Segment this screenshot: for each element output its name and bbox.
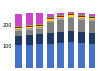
- Bar: [47, 44, 54, 68]
- Bar: [89, 21, 95, 33]
- Bar: [89, 17, 95, 18]
- Bar: [36, 25, 43, 26]
- Bar: [78, 17, 85, 18]
- Bar: [89, 18, 95, 19]
- Bar: [26, 45, 33, 68]
- Bar: [47, 33, 54, 44]
- Bar: [36, 27, 43, 29]
- Bar: [89, 19, 95, 21]
- Bar: [89, 14, 95, 16]
- Bar: [78, 13, 85, 15]
- Bar: [47, 18, 54, 19]
- Bar: [57, 16, 64, 17]
- Bar: [26, 28, 33, 30]
- Bar: [57, 18, 64, 20]
- Bar: [78, 15, 85, 16]
- Bar: [78, 32, 85, 43]
- Bar: [15, 45, 22, 68]
- Bar: [26, 30, 33, 35]
- Bar: [68, 31, 74, 42]
- Bar: [57, 43, 64, 68]
- Bar: [68, 15, 74, 17]
- Bar: [15, 31, 22, 36]
- Bar: [36, 34, 43, 44]
- Bar: [36, 13, 43, 24]
- Bar: [68, 17, 74, 18]
- Bar: [15, 36, 22, 45]
- Bar: [78, 18, 85, 20]
- Bar: [68, 13, 74, 14]
- Bar: [57, 13, 64, 15]
- Bar: [47, 14, 54, 17]
- Bar: [78, 16, 85, 17]
- Bar: [89, 33, 95, 44]
- Bar: [36, 26, 43, 27]
- Bar: [15, 28, 22, 29]
- Bar: [57, 17, 64, 18]
- Bar: [78, 43, 85, 68]
- Bar: [68, 18, 74, 31]
- Bar: [15, 29, 22, 31]
- Bar: [47, 19, 54, 21]
- Bar: [47, 17, 54, 18]
- Bar: [26, 27, 33, 28]
- Bar: [68, 42, 74, 68]
- Bar: [26, 26, 33, 27]
- Bar: [15, 27, 22, 28]
- Bar: [15, 26, 22, 27]
- Bar: [68, 12, 74, 13]
- Bar: [57, 32, 64, 43]
- Bar: [26, 13, 33, 25]
- Bar: [26, 35, 33, 45]
- Bar: [47, 22, 54, 33]
- Bar: [15, 14, 22, 26]
- Bar: [89, 44, 95, 68]
- Bar: [57, 15, 64, 16]
- Bar: [89, 16, 95, 17]
- Bar: [36, 24, 43, 25]
- Bar: [78, 20, 85, 32]
- Bar: [36, 44, 43, 68]
- Bar: [57, 20, 64, 32]
- Bar: [47, 21, 54, 22]
- Bar: [36, 29, 43, 34]
- Bar: [26, 25, 33, 26]
- Bar: [68, 14, 74, 15]
